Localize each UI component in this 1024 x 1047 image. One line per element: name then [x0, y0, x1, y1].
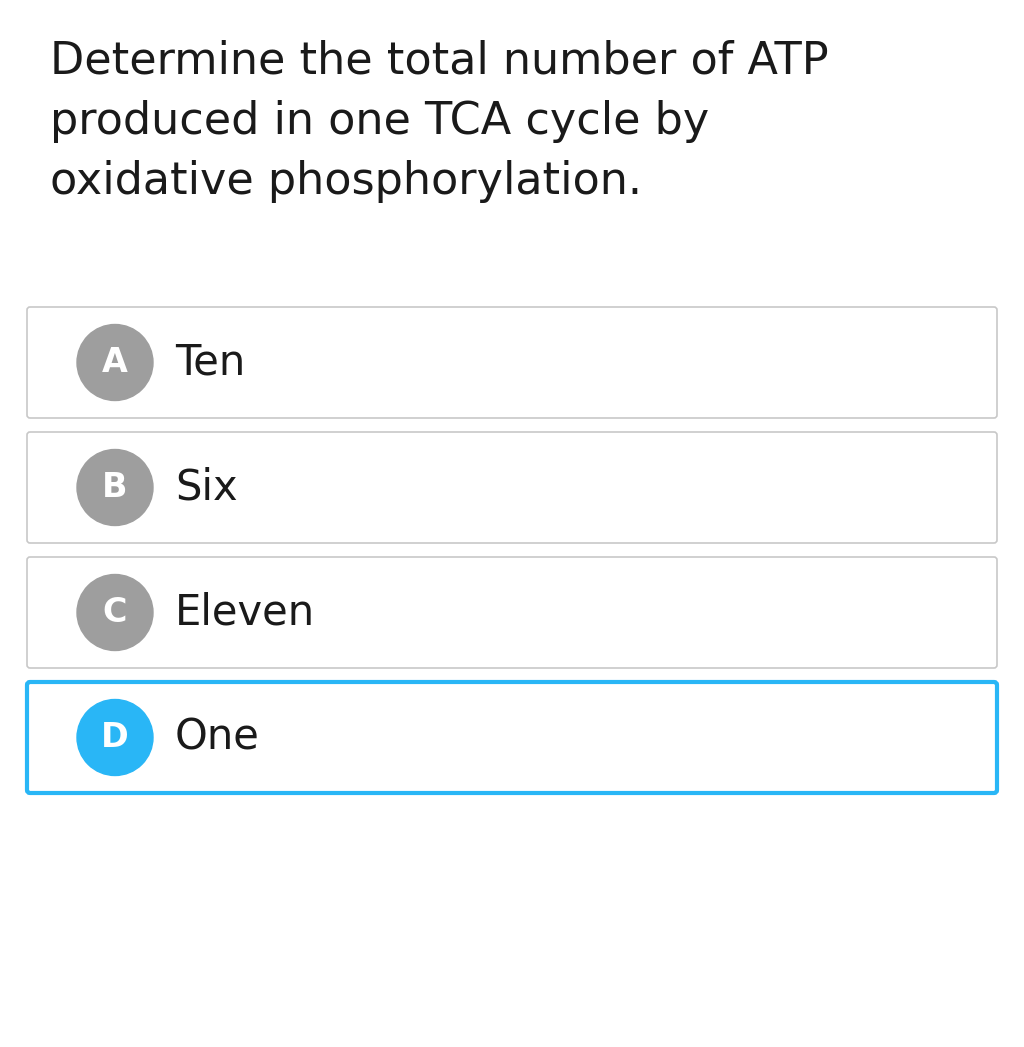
Text: Ten: Ten [175, 341, 246, 383]
FancyBboxPatch shape [27, 307, 997, 418]
Text: One: One [175, 716, 260, 758]
Circle shape [77, 575, 153, 650]
Circle shape [77, 699, 153, 776]
Text: Determine the total number of ATP
produced in one TCA cycle by
oxidative phospho: Determine the total number of ATP produc… [50, 40, 828, 203]
Text: B: B [102, 471, 128, 504]
FancyBboxPatch shape [27, 432, 997, 543]
Text: Six: Six [175, 467, 238, 509]
Text: C: C [102, 596, 127, 629]
Text: D: D [101, 721, 129, 754]
Text: Eleven: Eleven [175, 592, 315, 633]
FancyBboxPatch shape [27, 557, 997, 668]
Text: A: A [102, 346, 128, 379]
FancyBboxPatch shape [27, 682, 997, 793]
Circle shape [77, 449, 153, 526]
Circle shape [77, 325, 153, 401]
